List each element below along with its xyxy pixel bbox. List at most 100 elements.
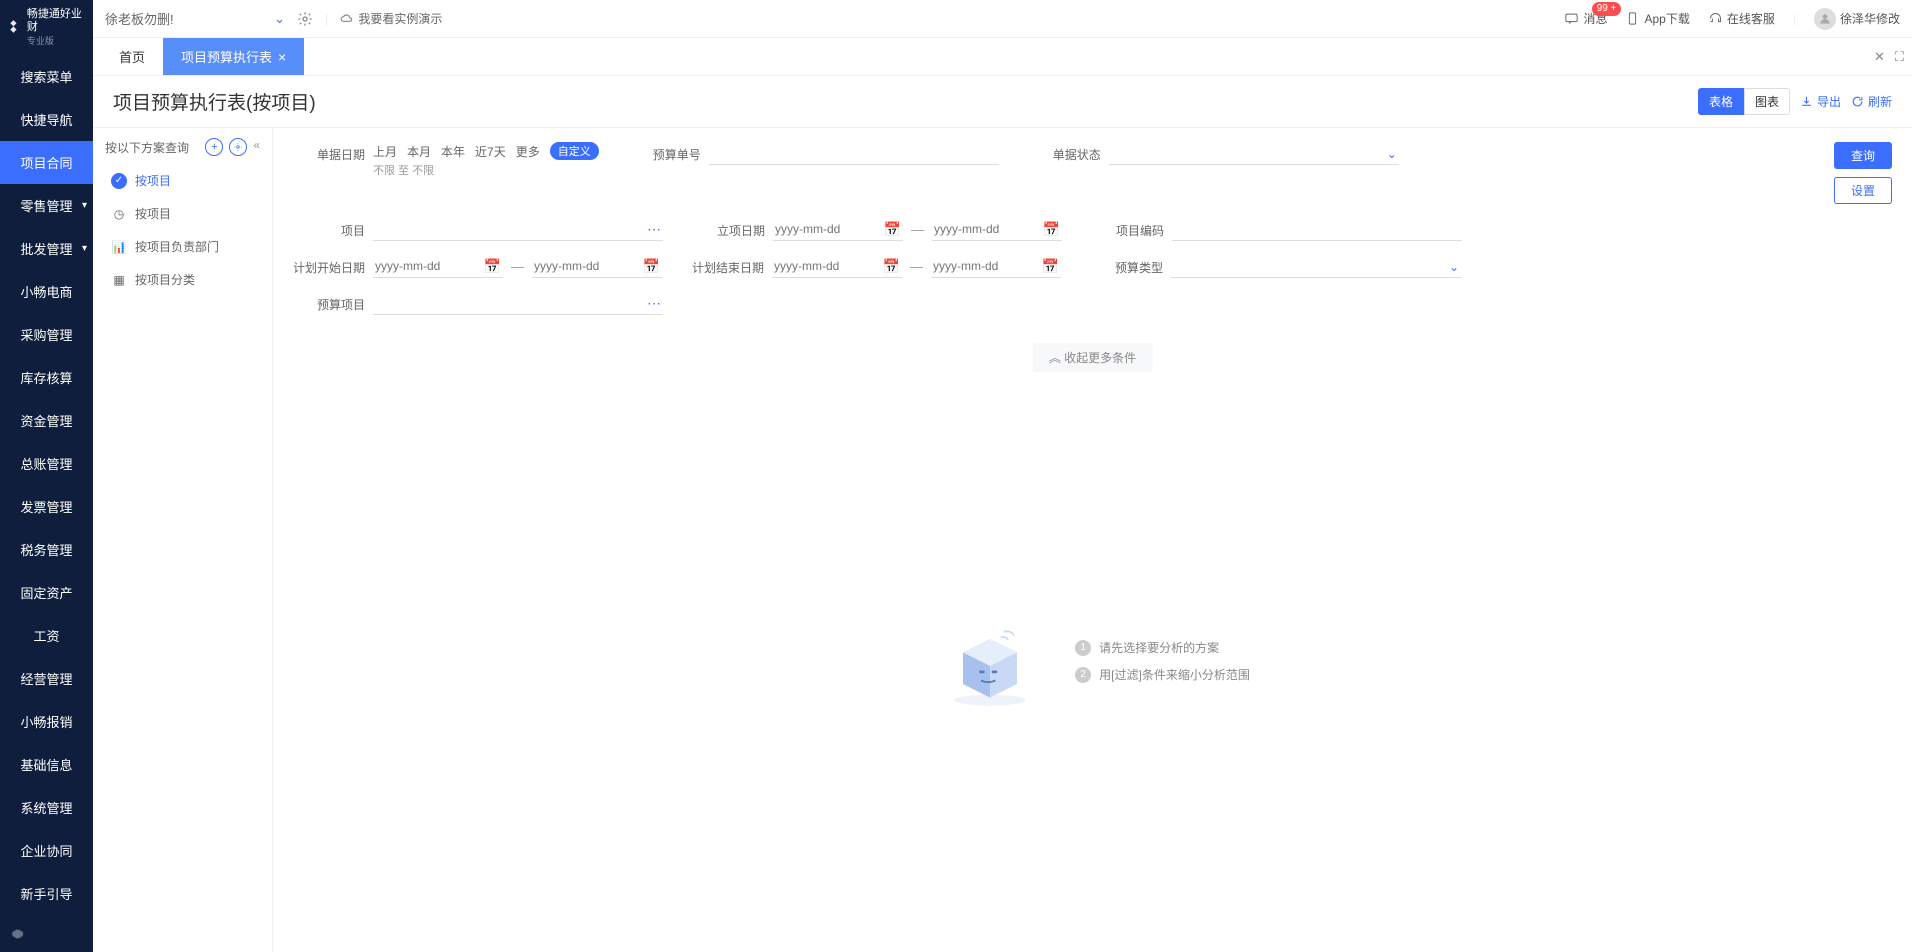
- scheme-panel: 按以下方案查询 + « ✓按项目◷按项目📊按项目负责部门▦按项目分类: [93, 128, 273, 952]
- calendar-icon[interactable]: 📅: [1042, 258, 1059, 275]
- empty-line-2: 用[过滤]条件来缩小分析范围: [1099, 666, 1250, 683]
- add-scheme-button[interactable]: +: [205, 138, 223, 156]
- close-icon[interactable]: ×: [278, 49, 286, 65]
- download-label: App下载: [1644, 10, 1689, 27]
- scheme-settings-button[interactable]: [229, 138, 247, 156]
- target-icon: ✓: [111, 173, 127, 189]
- range-separator: —: [902, 259, 931, 274]
- page-title: 项目预算执行表(按项目): [113, 88, 316, 115]
- scheme-item-label: 按项目: [135, 205, 171, 222]
- budget-type-select[interactable]: [1171, 255, 1461, 278]
- budget-no-input[interactable]: [709, 142, 999, 165]
- sidebar-item-10[interactable]: 发票管理: [0, 485, 93, 528]
- calendar-icon[interactable]: 📅: [1043, 221, 1060, 238]
- cloud-icon: [340, 12, 354, 26]
- grid-icon: ▦: [111, 272, 127, 288]
- proj-code-label: 项目编码: [1092, 218, 1164, 239]
- sidebar-item-13[interactable]: 工资: [0, 614, 93, 657]
- scheme-item-label: 按项目分类: [135, 271, 195, 288]
- phone-icon: [1625, 11, 1640, 26]
- preset-last-month[interactable]: 上月: [373, 143, 397, 160]
- demo-link[interactable]: 我要看实例演示: [340, 10, 442, 27]
- collapse-panel-icon[interactable]: «: [253, 138, 260, 156]
- sidebar-item-11[interactable]: 税务管理: [0, 528, 93, 571]
- preset-custom[interactable]: 自定义: [550, 142, 599, 160]
- export-button[interactable]: 导出: [1800, 93, 1841, 110]
- proj-code-input[interactable]: [1172, 218, 1462, 241]
- sidebar-item-3[interactable]: 零售管理▾: [0, 184, 93, 227]
- sidebar-item-4[interactable]: 批发管理▾: [0, 227, 93, 270]
- sidebar-item-16[interactable]: 基础信息: [0, 743, 93, 786]
- refresh-button[interactable]: 刷新: [1851, 93, 1892, 110]
- refresh-label: 刷新: [1868, 93, 1892, 110]
- preset-this-month[interactable]: 本月: [407, 143, 431, 160]
- brand-edition: 专业版: [27, 34, 89, 47]
- sidebar-item-0[interactable]: 搜索菜单: [0, 55, 93, 98]
- tab-current[interactable]: 项目预算执行表 ×: [163, 38, 304, 75]
- calendar-icon[interactable]: 📅: [643, 258, 660, 275]
- preset-more[interactable]: 更多: [516, 143, 540, 160]
- sidebar-item-14[interactable]: 经营管理: [0, 657, 93, 700]
- collapse-filters-button[interactable]: ︽ 收起更多条件: [1033, 343, 1153, 372]
- export-label: 导出: [1817, 93, 1841, 110]
- scheme-item-3[interactable]: ▦ 按项目分类: [93, 263, 272, 296]
- lookup-icon[interactable]: ⋯: [647, 221, 661, 238]
- sidebar-item-15[interactable]: 小畅报销: [0, 700, 93, 743]
- scheme-item-0[interactable]: ✓按项目: [93, 164, 272, 197]
- download-button[interactable]: App下载: [1625, 10, 1689, 27]
- view-chart-button[interactable]: 图表: [1744, 88, 1790, 115]
- preset-last7[interactable]: 近7天: [475, 143, 506, 160]
- messages-badge: 99 +: [1592, 2, 1622, 16]
- scheme-item-2[interactable]: 📊按项目负责部门: [93, 230, 272, 263]
- sidebar-item-12[interactable]: 固定资产: [0, 571, 93, 614]
- tab-close-all-icon[interactable]: ✕: [1874, 49, 1885, 65]
- sidebar-item-17[interactable]: 系统管理: [0, 786, 93, 829]
- brand-logo-icon: [4, 18, 23, 38]
- step-bullet-2: 2: [1075, 667, 1091, 683]
- sidebar-item-5[interactable]: 小畅电商: [0, 270, 93, 313]
- sidebar-item-19[interactable]: 新手引导: [0, 872, 93, 915]
- settings-icon[interactable]: [297, 11, 313, 27]
- calendar-icon[interactable]: 📅: [883, 258, 900, 275]
- avatar-icon: [1814, 8, 1836, 30]
- refresh-icon: [1851, 95, 1864, 108]
- logo: 畅捷通好业财 专业版: [0, 0, 93, 55]
- sidebar-item-18[interactable]: 企业协同: [0, 829, 93, 872]
- sidebar-item-1[interactable]: 快捷导航: [0, 98, 93, 141]
- view-table-button[interactable]: 表格: [1698, 88, 1744, 115]
- support-label: 在线客服: [1727, 10, 1775, 27]
- tab-home[interactable]: 首页: [101, 38, 163, 75]
- view-toggle: 表格 图表: [1698, 88, 1790, 115]
- sidebar-item-9[interactable]: 总账管理: [0, 442, 93, 485]
- range-separator: —: [503, 259, 532, 274]
- messages-button[interactable]: 消息 99 +: [1564, 10, 1607, 27]
- user-menu[interactable]: 徐泽华修改: [1814, 8, 1900, 30]
- settings-button[interactable]: 设置: [1834, 177, 1892, 204]
- chevron-down-icon: ⌄: [1449, 260, 1459, 274]
- fullscreen-icon[interactable]: ⛶: [1895, 49, 1904, 65]
- sidebar-item-8[interactable]: 资金管理: [0, 399, 93, 442]
- gear-icon: [10, 926, 26, 942]
- topbar: 徐老板勿删! ⌄ | 我要看实例演示 消息 99 + App下载: [93, 0, 1912, 38]
- doc-status-label: 单据状态: [1029, 142, 1101, 163]
- lookup-icon[interactable]: ⋯: [647, 295, 661, 312]
- collapse-label: 收起更多条件: [1064, 351, 1136, 365]
- preset-this-year[interactable]: 本年: [441, 143, 465, 160]
- budget-type-label: 预算类型: [1091, 255, 1163, 276]
- project-input[interactable]: [373, 218, 663, 241]
- doc-status-select[interactable]: [1109, 142, 1399, 165]
- support-button[interactable]: 在线客服: [1708, 10, 1775, 27]
- budget-item-input[interactable]: [373, 292, 663, 315]
- scheme-header-label: 按以下方案查询: [105, 139, 189, 156]
- calendar-icon[interactable]: 📅: [484, 258, 501, 275]
- company-selector[interactable]: 徐老板勿删! ⌄: [105, 9, 285, 28]
- sidebar-item-6[interactable]: 采购管理: [0, 313, 93, 356]
- scheme-item-1[interactable]: ◷按项目: [93, 197, 272, 230]
- sidebar-settings[interactable]: [0, 916, 93, 952]
- tab-bar: 首页 项目预算执行表 × ✕ ⛶: [93, 38, 1912, 76]
- sidebar-item-2[interactable]: 项目合同: [0, 141, 93, 184]
- doc-date-label: 单据日期: [293, 142, 365, 163]
- sidebar-item-7[interactable]: 库存核算: [0, 356, 93, 399]
- query-button[interactable]: 查询: [1834, 142, 1892, 169]
- calendar-icon[interactable]: 📅: [884, 221, 901, 238]
